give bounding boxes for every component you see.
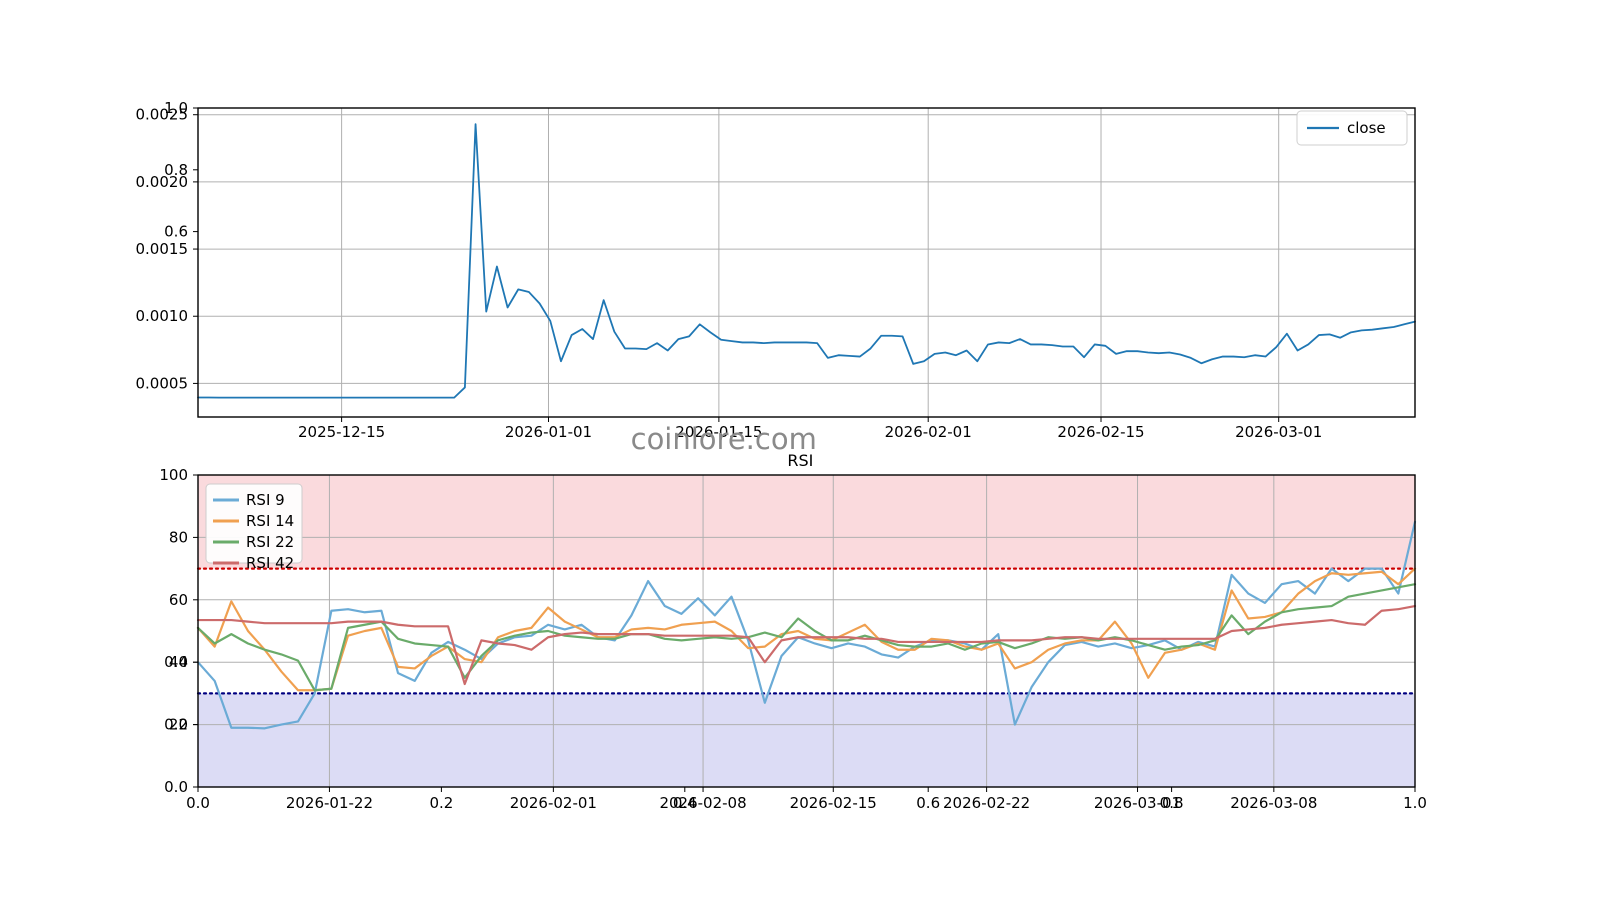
rsi-legend-label-rsi-42: RSI 42	[246, 554, 294, 572]
coinlore-watermark: coinlore.com	[631, 422, 817, 456]
rsi-line-rsi-9	[196, 520, 1417, 730]
rsi-panel-title: RSI	[787, 451, 813, 470]
rsi-secondary-xtick-label: 1.0	[1403, 794, 1427, 812]
rsi-ytick-label: 80	[169, 528, 188, 546]
rsi-secondary-xtick-label: 0.2	[429, 794, 453, 812]
price-xtick-label: 2026-02-01	[885, 423, 972, 441]
rsi-secondary-xtick-label: 0.6	[916, 794, 940, 812]
price-ytick-label: 0.0020	[136, 173, 189, 191]
rsi-legend-label-rsi-9: RSI 9	[246, 491, 285, 509]
price-ytick-label: 0.0010	[136, 307, 189, 325]
price-panel	[197, 107, 1416, 418]
price-secondary-ytick-label: 0.6	[164, 223, 188, 241]
rsi-xtick-label: 2026-02-15	[790, 794, 877, 812]
rsi-xtick-label: 2026-02-01	[510, 794, 597, 812]
rsi-overbought-band	[198, 475, 1415, 569]
rsi-xtick-label: 2026-03-01	[1094, 794, 1181, 812]
rsi-xtick-label: 2026-02-22	[943, 794, 1030, 812]
price-legend-label-close: close	[1347, 119, 1386, 137]
rsi-ytick-label: 20	[169, 716, 188, 734]
rsi-xtick-label: 2026-02-08	[659, 794, 746, 812]
rsi-line-rsi-42	[196, 604, 1417, 686]
rsi-xtick-label: 2026-03-08	[1230, 794, 1317, 812]
rsi-legend	[205, 483, 303, 565]
rsi-legend-label-rsi-14: RSI 14	[246, 512, 294, 530]
rsi-line-rsi-14	[196, 567, 1417, 692]
rsi-panel	[196, 474, 1417, 788]
price-legend	[1296, 110, 1408, 146]
rsi-line-rsi-22	[196, 583, 1417, 692]
rsi-secondary-ytick-label: 0.4	[164, 653, 188, 671]
rsi-secondary-ytick-label: 0.2	[164, 716, 188, 734]
price-ytick-label: 0.0005	[136, 374, 189, 392]
rsi-panel-border	[197, 474, 1416, 788]
price-xtick-label: 2025-12-15	[298, 423, 385, 441]
rsi-secondary-xtick-label: 0.4	[673, 794, 697, 812]
price-legend-box	[1296, 110, 1408, 146]
rsi-ytick-label: 40	[169, 653, 188, 671]
rsi-xtick-label: 2026-01-22	[286, 794, 373, 812]
price-plot-area	[198, 108, 1415, 417]
rsi-ytick-label: 60	[169, 591, 188, 609]
rsi-ytick-label: 100	[159, 466, 188, 484]
price-panel-border	[197, 107, 1416, 418]
close-price-line	[197, 123, 1416, 399]
price-ytick-label: 0.0025	[136, 106, 189, 124]
price-xtick-label: 2026-03-01	[1235, 423, 1322, 441]
rsi-secondary-xtick-label: 0.0	[186, 794, 210, 812]
price-xtick-label: 2026-02-15	[1057, 423, 1144, 441]
rsi-secondary-xtick-label: 0.8	[1160, 794, 1184, 812]
price-xtick-label: 2026-01-15	[675, 423, 762, 441]
rsi-secondary-ytick-label: 0.0	[164, 778, 188, 796]
price-xtick-label: 2026-01-01	[505, 423, 592, 441]
rsi-oversold-band	[198, 693, 1415, 787]
price-secondary-ytick-label: 0.8	[164, 161, 188, 179]
price-ytick-label: 0.0015	[136, 240, 189, 258]
price-secondary-ytick-label: 1.0	[164, 99, 188, 117]
rsi-legend-label-rsi-22: RSI 22	[246, 533, 294, 551]
